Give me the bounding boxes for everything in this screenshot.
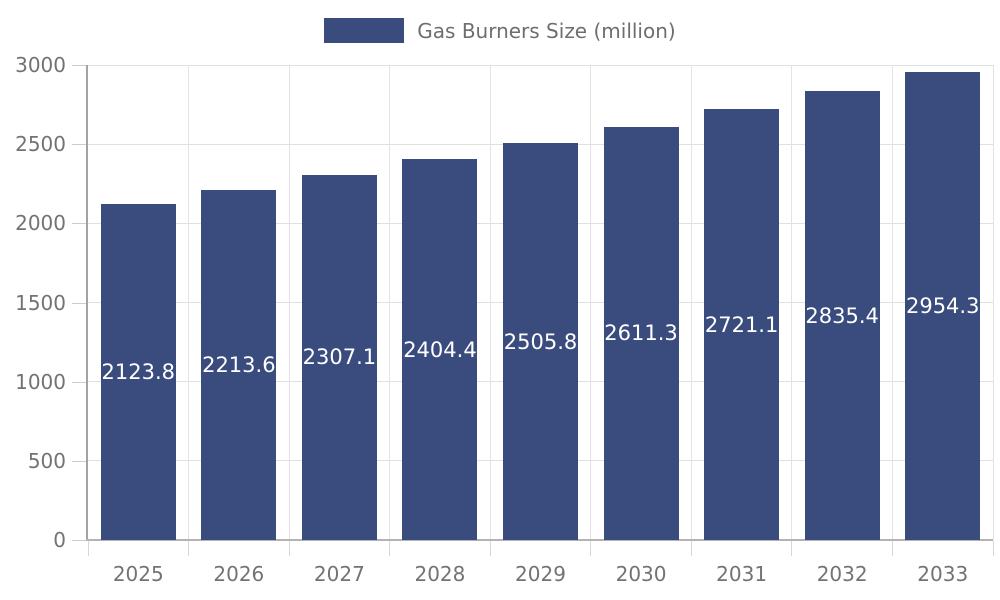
- y-axis-tick: [72, 460, 88, 462]
- bar: 2611.3: [603, 126, 679, 540]
- legend-item[interactable]: Gas Burners Size (million): [0, 18, 1000, 43]
- x-tick-label: 2027: [313, 562, 365, 586]
- x-axis-tick: [590, 541, 592, 556]
- bar-value-label: 2721.1: [704, 312, 779, 337]
- bar-value-label: 2404.4: [403, 337, 477, 362]
- y-axis-tick: [72, 540, 88, 541]
- bar: 2404.4: [402, 159, 478, 540]
- y-axis-tick: [72, 144, 88, 146]
- y-tick-label: 0: [53, 528, 66, 552]
- x-axis-tick: [87, 541, 89, 556]
- x-axis-tick: [489, 541, 491, 556]
- gridline-vertical: [791, 65, 793, 540]
- bar: 2307.1: [301, 174, 377, 540]
- x-axis-line: [86, 539, 993, 541]
- bar: 2505.8: [503, 143, 578, 540]
- bar-value-label: 2213.6: [202, 352, 276, 377]
- bar: 2835.4: [804, 91, 880, 540]
- y-tick-label: 2000: [15, 211, 66, 236]
- x-tick-label: 2031: [716, 562, 768, 586]
- y-tick-label: 3000: [15, 53, 66, 77]
- y-tick-label: 1000: [15, 369, 66, 394]
- x-axis-tick: [389, 541, 391, 556]
- gridline-vertical: [690, 65, 692, 540]
- gridline-vertical: [188, 65, 190, 540]
- y-tick-label: 500: [27, 448, 66, 473]
- x-tick-label: 2033: [917, 562, 969, 586]
- gridline-horizontal: [88, 64, 993, 66]
- gridline-vertical: [992, 65, 994, 540]
- y-tick-label: 1500: [15, 290, 66, 315]
- x-tick-label: 2032: [816, 562, 868, 586]
- bar-value-label: 2123.8: [101, 359, 176, 384]
- bar-value-label: 2307.1: [302, 345, 377, 370]
- y-axis-tick: [72, 65, 88, 66]
- x-tick-label: 2030: [615, 562, 667, 586]
- gridline-vertical: [489, 65, 491, 540]
- y-axis-tick: [72, 223, 88, 225]
- legend-label: Gas Burners Size (million): [417, 18, 676, 43]
- gridline-vertical: [288, 65, 290, 540]
- y-tick-label: 2500: [15, 132, 66, 157]
- x-tick-label: 2028: [414, 562, 466, 586]
- x-tick-label: 2026: [213, 562, 265, 586]
- bar: 2123.8: [100, 203, 176, 540]
- x-axis-tick: [188, 541, 190, 556]
- x-axis-tick: [891, 541, 893, 556]
- gridline-vertical: [389, 65, 391, 540]
- bar-value-label: 2954.3: [905, 294, 980, 319]
- x-tick-label: 2029: [515, 562, 566, 586]
- y-axis-tick: [72, 381, 88, 383]
- gridline-vertical: [891, 65, 893, 540]
- bar-value-label: 2611.3: [604, 321, 678, 346]
- bar-value-label: 2835.4: [805, 303, 879, 328]
- bar-value-label: 2505.8: [503, 329, 578, 354]
- gridline-vertical: [590, 65, 592, 540]
- legend-swatch: [324, 18, 405, 43]
- x-axis-tick: [690, 541, 692, 556]
- x-axis-tick: [288, 541, 290, 556]
- y-axis-line: [86, 65, 88, 541]
- x-axis-tick: [992, 541, 994, 556]
- bar: 2721.1: [704, 109, 780, 540]
- x-axis-tick: [791, 541, 793, 556]
- x-tick-label: 2025: [112, 562, 164, 586]
- bar: 2954.3: [905, 72, 981, 540]
- bar: 2213.6: [201, 189, 277, 540]
- y-axis-tick: [72, 302, 88, 304]
